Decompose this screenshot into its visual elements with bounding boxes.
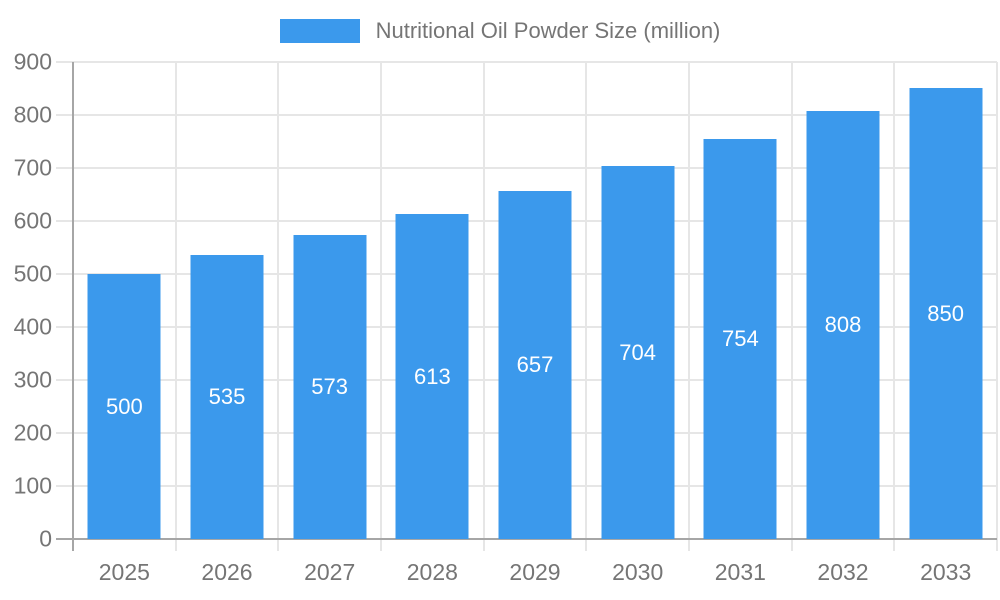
- gridline-vertical: [277, 62, 280, 551]
- gridline-horizontal: [56, 166, 997, 169]
- x-axis-tick-label: 2027: [304, 559, 356, 585]
- y-axis-tick-label: 200: [13, 419, 52, 446]
- y-axis-tick-labels: 0 100 200 300 400 500 600 700 800 900: [0, 50, 52, 550]
- bar-value-label: 657: [516, 352, 554, 377]
- bar-value-label: 500: [105, 393, 143, 419]
- x-axis-tick-label: 2025: [98, 559, 150, 585]
- vertical-gridlines: [73, 62, 998, 551]
- x-axis-tick-label: 2026: [201, 559, 253, 585]
- y-axis-tick-label: 600: [13, 207, 52, 234]
- gridline-vertical: [585, 62, 588, 551]
- y-axis-tick-label: 700: [13, 154, 52, 181]
- gridline-horizontal: [56, 113, 997, 116]
- bar[interactable]: 754: [703, 139, 777, 539]
- x-axis-tick-label: 2031: [714, 559, 766, 585]
- x-axis-tick-label: 2028: [406, 559, 458, 585]
- y-axis-tick-label: 900: [13, 48, 52, 75]
- x-axis-tick-label: 2033: [920, 559, 972, 585]
- gridline-horizontal: [56, 61, 997, 63]
- y-axis-tick-label: 400: [13, 313, 52, 340]
- x-axis-tick-label: 2032: [817, 559, 869, 585]
- bar-value-label: 613: [413, 363, 451, 389]
- gridline-vertical: [893, 62, 896, 551]
- x-axis-tick-label: 2029: [509, 559, 561, 585]
- bar[interactable]: 704: [601, 166, 675, 539]
- x-axis-tick-label: 2030: [612, 559, 664, 585]
- legend-label: Nutritional Oil Powder Size (million): [375, 18, 721, 43]
- gridline-vertical: [790, 62, 793, 551]
- y-axis-tick-label: 100: [13, 472, 52, 499]
- x-axis-line: [56, 538, 997, 540]
- bar[interactable]: 613: [395, 214, 469, 539]
- y-axis-tick-label: 0: [39, 525, 52, 552]
- bar-value-label: 808: [824, 312, 862, 337]
- x-axis-tick-labels: 2025 2026 2027 2028 2029 2030 2031 2032 2033: [73, 558, 997, 588]
- bar-value-label: 573: [311, 374, 349, 399]
- bar[interactable]: 808: [806, 111, 880, 539]
- bar[interactable]: 850: [909, 88, 983, 539]
- bar[interactable]: 573: [293, 235, 367, 539]
- gridline-vertical: [687, 62, 690, 551]
- y-axis-tick-label: 500: [13, 260, 52, 287]
- bar-value-label: 850: [927, 300, 965, 326]
- plot-area: 500 535 573 613 657 704 754 808 850: [73, 62, 997, 539]
- bar[interactable]: 500: [87, 274, 161, 539]
- y-axis-tick-label: 300: [13, 366, 52, 393]
- legend[interactable]: Nutritional Oil Powder Size (million): [0, 17, 1000, 45]
- bar[interactable]: 657: [498, 191, 572, 539]
- y-axis-line: [72, 62, 74, 551]
- bar-value-label: 704: [619, 339, 657, 365]
- gridline-vertical: [482, 62, 485, 551]
- gridline-vertical: [996, 62, 998, 551]
- gridline-vertical: [174, 62, 177, 551]
- bar[interactable]: 535: [190, 255, 264, 539]
- legend-swatch: [279, 19, 360, 43]
- bar-value-label: 535: [208, 384, 246, 409]
- bar-value-label: 754: [721, 326, 759, 351]
- gridline-vertical: [379, 62, 382, 551]
- y-axis-tick-label: 800: [13, 101, 52, 128]
